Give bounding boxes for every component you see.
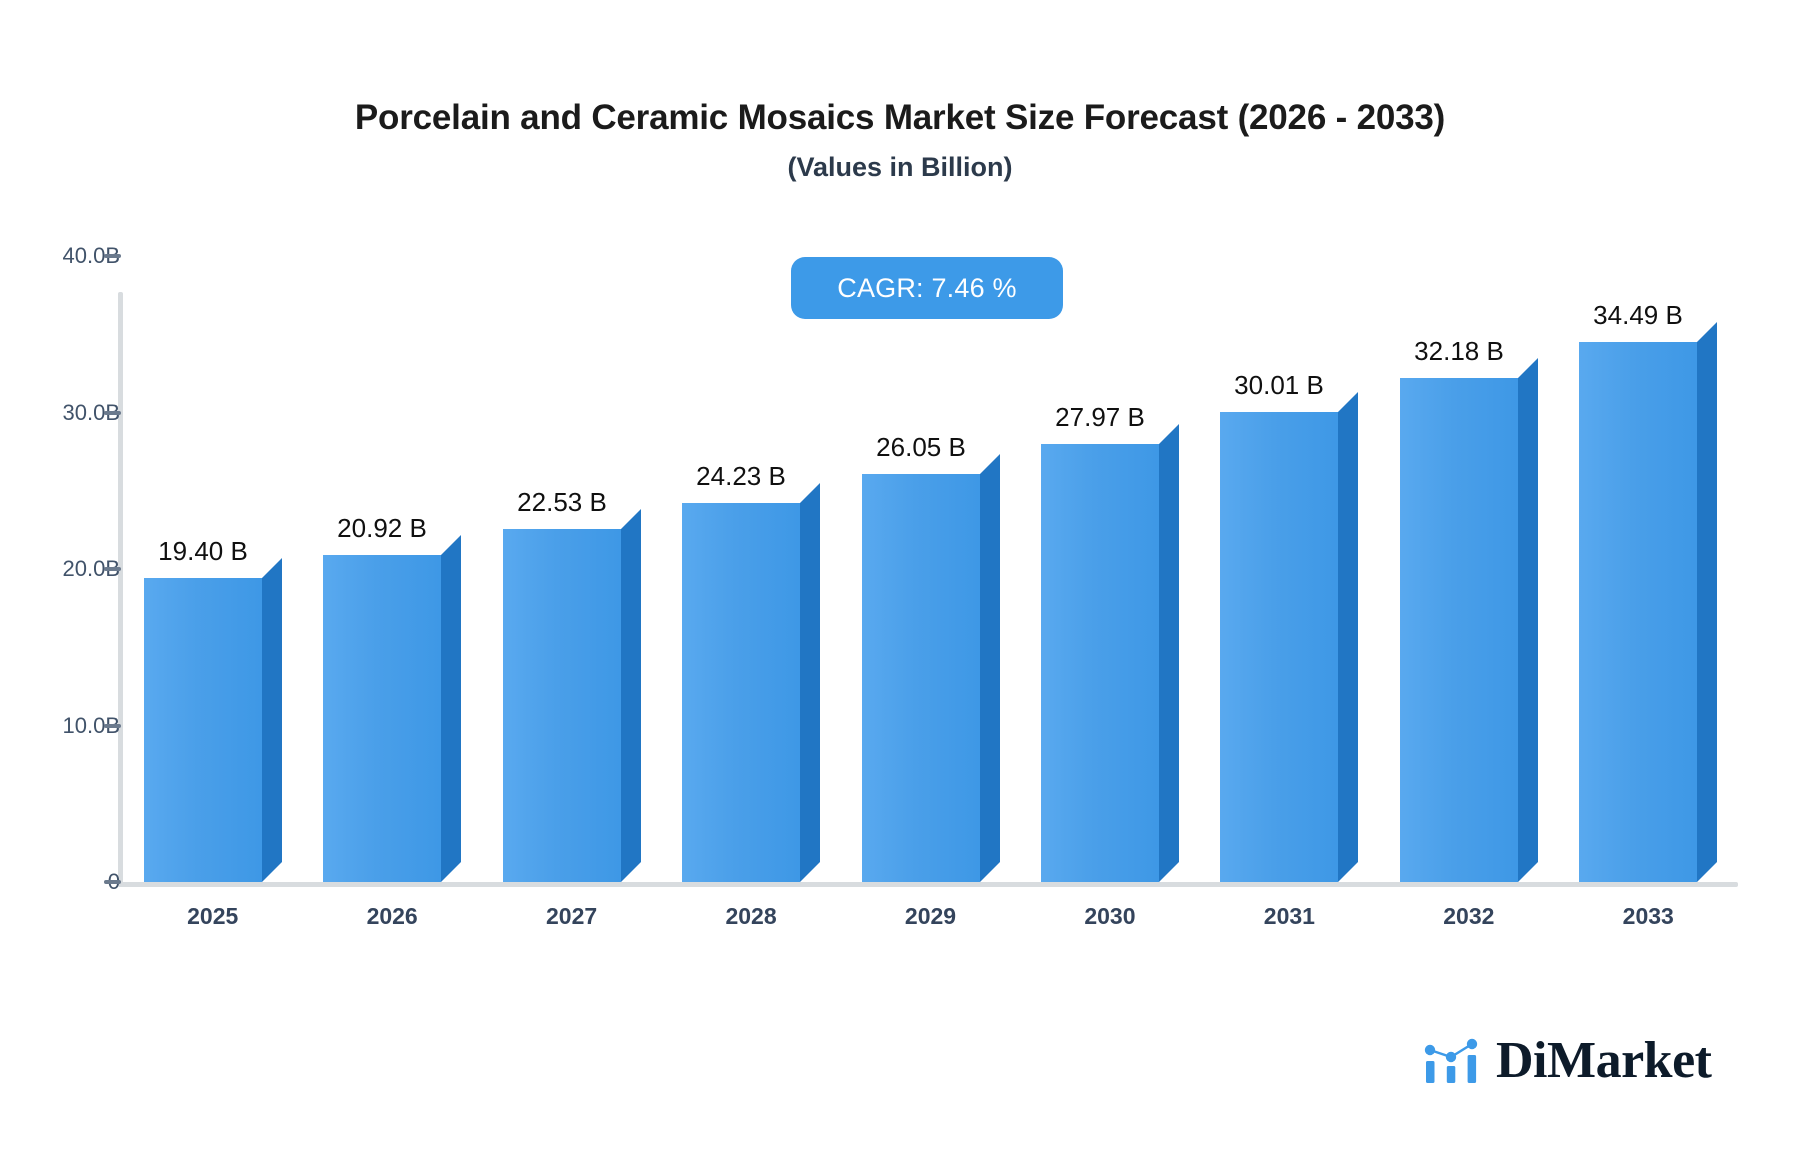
bar-front-face <box>1220 412 1338 882</box>
bar-value-label: 19.40 B <box>158 536 248 566</box>
x-axis-line <box>118 882 1738 887</box>
y-tick-dash <box>104 567 121 571</box>
y-axis-line <box>118 292 123 887</box>
y-tick-label: 40.0B <box>62 243 121 268</box>
x-tick-label: 2030 <box>1084 903 1136 929</box>
bar-front-face <box>682 503 800 882</box>
bar-front-face <box>1400 378 1518 882</box>
chart-title: Porcelain and Ceramic Mosaics Market Siz… <box>354 98 1446 137</box>
y-tick: 20.0B <box>0 558 121 580</box>
y-tick-label: 30.0B <box>62 399 121 425</box>
bar-side-face <box>262 558 282 882</box>
bar-side-face <box>1338 392 1358 882</box>
y-tick-label: 10.0B <box>62 712 121 738</box>
bar-value-label: 22.53 B <box>517 487 607 517</box>
bar-chart-icon <box>1424 1038 1478 1083</box>
bar[interactable] <box>1400 358 1538 882</box>
bar-front-face <box>323 555 441 882</box>
x-tick-label: 2027 <box>546 903 598 929</box>
cagr-badge-label: CAGR: 7.46 % <box>837 272 1017 303</box>
y-tick-dash <box>104 254 121 258</box>
bar[interactable] <box>1579 322 1717 882</box>
bar-front-face <box>1579 342 1697 882</box>
y-tick-dash <box>104 723 121 728</box>
bar-side-face <box>1697 322 1717 882</box>
x-tick-label: 2031 <box>1263 903 1315 929</box>
bar-side-face <box>621 509 641 882</box>
bar-value-label: 30.01 B <box>1234 370 1324 400</box>
x-tick-label: 2026 <box>366 903 418 929</box>
y-tick: 10.0B <box>0 714 121 736</box>
bar[interactable] <box>682 483 820 882</box>
bar-side-face <box>1518 358 1538 882</box>
y-tick-dash <box>104 880 121 884</box>
x-tick-label: 2032 <box>1443 903 1495 929</box>
bar-front-face <box>1041 444 1159 882</box>
x-tick-label: 2029 <box>904 903 957 929</box>
bar-value-label: 20.92 B <box>337 513 427 543</box>
brand-name: DiMarket <box>1496 1032 1712 1089</box>
bar[interactable] <box>323 535 461 882</box>
bar-value-label: 26.05 B <box>876 432 966 462</box>
bar-value-label: 27.97 B <box>1055 402 1145 432</box>
bar[interactable] <box>1220 392 1358 882</box>
y-tick: 30.0B <box>0 401 121 423</box>
bar-front-face <box>144 578 262 882</box>
bar[interactable] <box>1041 424 1179 882</box>
bar-value-label: 32.18 B <box>1414 336 1504 366</box>
bar-value-label: 24.23 B <box>696 461 786 491</box>
y-tick: 40.0B <box>0 245 121 267</box>
title-block: Porcelain and Ceramic Mosaics Market Siz… <box>0 96 1800 184</box>
brand-logo: DiMarket <box>1424 1032 1712 1089</box>
bar[interactable] <box>144 558 282 882</box>
cagr-badge: CAGR: 7.46 % <box>791 257 1063 319</box>
bar-side-face <box>980 454 1000 882</box>
bar-side-face <box>1159 424 1179 882</box>
bar-front-face <box>503 529 621 882</box>
y-tick-label: 20.0B <box>62 556 121 581</box>
bar-value-label: 34.49 B <box>1593 300 1683 330</box>
chart-subtitle: (Values in Billion) <box>787 152 1013 182</box>
bar-side-face <box>800 483 820 882</box>
bar-front-face <box>862 474 980 882</box>
bar-side-face <box>441 535 461 882</box>
x-tick-label: 2033 <box>1622 903 1674 929</box>
y-tick: 0 <box>0 871 121 893</box>
bar[interactable] <box>862 454 1000 882</box>
y-tick-dash <box>104 410 121 415</box>
bar[interactable] <box>503 509 641 882</box>
x-tick-label: 2028 <box>725 903 777 929</box>
x-tick-label: 2025 <box>187 903 239 929</box>
